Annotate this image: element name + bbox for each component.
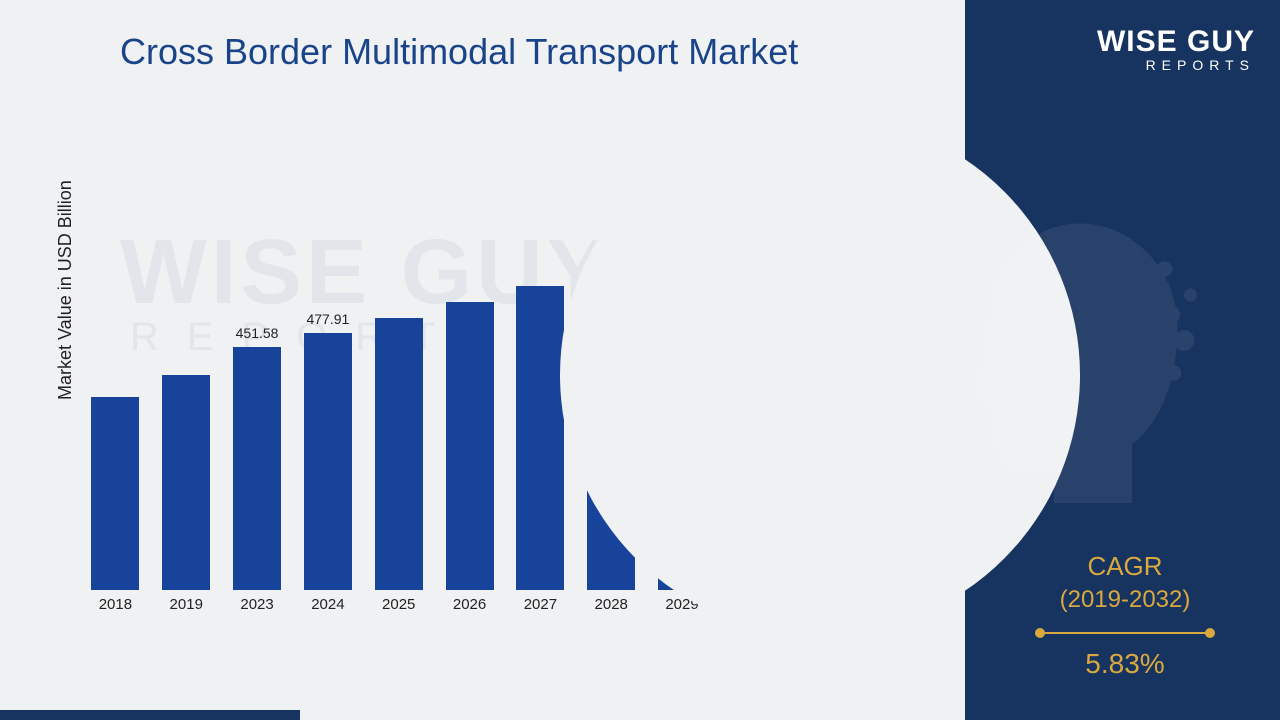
x-tick-label: 2018: [80, 596, 150, 613]
bar-value-label: 477.91: [306, 311, 349, 329]
bar: [446, 302, 494, 590]
x-tick-label: 2027: [505, 596, 575, 613]
logo-sub-text: REPORTS: [1097, 57, 1255, 73]
brand-logo: WISE GUY REPORTS: [1097, 25, 1255, 73]
bar: [91, 397, 139, 591]
x-tick-label: 2019: [151, 596, 221, 613]
bar: [162, 375, 210, 590]
x-tick-label: 2023: [222, 596, 292, 613]
bar-value-label: 451.58: [236, 325, 279, 343]
bar-wrap: [80, 375, 150, 591]
bar-wrap: [364, 296, 434, 590]
cagr-divider-line: [1040, 632, 1210, 634]
bar: [516, 286, 564, 590]
cagr-range: (2019-2032): [1000, 586, 1250, 614]
bar: [375, 318, 423, 590]
bar-wrap: [435, 280, 505, 590]
x-tick-label: 2024: [293, 596, 363, 613]
cagr-value: 5.83%: [1000, 648, 1250, 680]
cagr-block: CAGR (2019-2032) 5.83%: [1000, 551, 1250, 680]
bar-wrap: 477.91: [293, 311, 363, 590]
bar-wrap: 451.58: [222, 325, 292, 590]
bar: [233, 347, 281, 590]
x-tick-label: 2028: [576, 596, 646, 613]
chart-title: Cross Border Multimodal Transport Market: [120, 30, 798, 73]
x-tick-label: 2025: [364, 596, 434, 613]
cagr-label: CAGR: [1000, 551, 1250, 582]
bar-wrap: [151, 353, 221, 590]
y-axis-label: Market Value in USD Billion: [55, 180, 76, 400]
x-tick-label: 2026: [435, 596, 505, 613]
bottom-accent-bar: [0, 710, 300, 720]
bar: [304, 333, 352, 590]
logo-main-text: WISE GUY: [1097, 25, 1255, 59]
